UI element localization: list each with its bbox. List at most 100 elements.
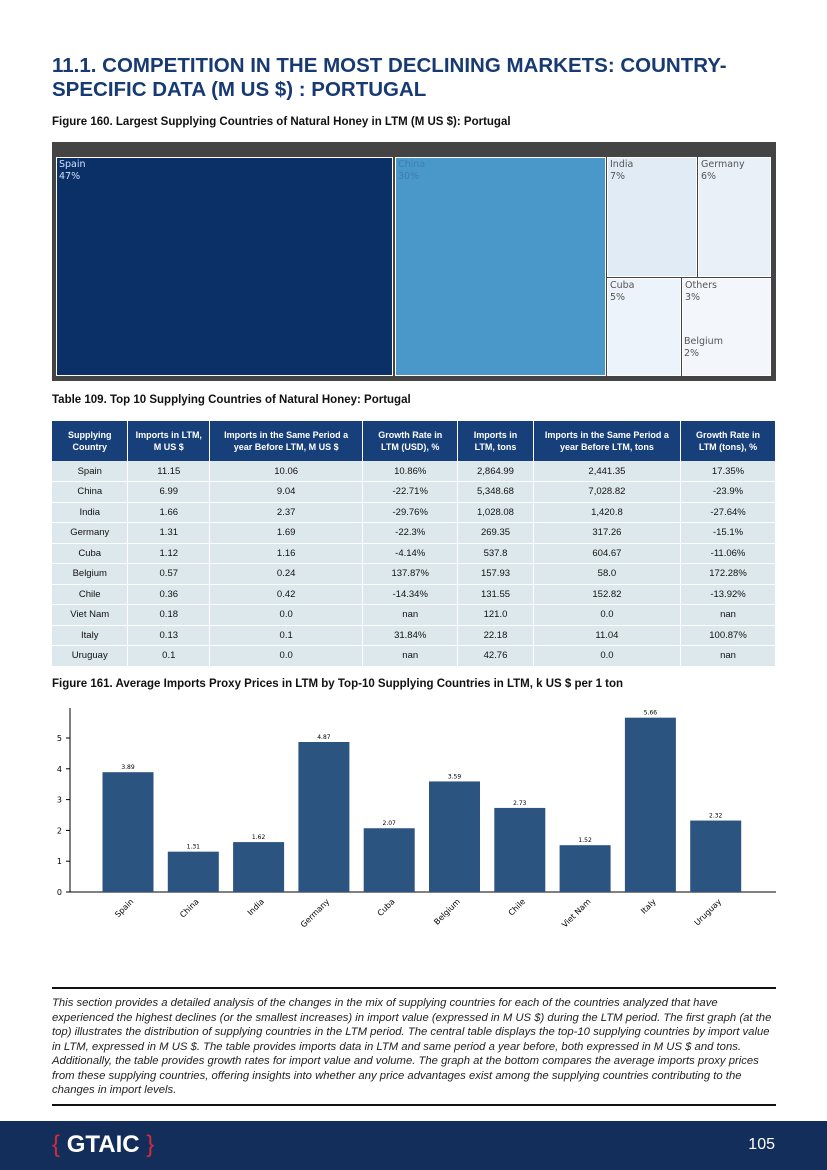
table-cell: 131.55: [457, 584, 534, 605]
x-tick-label: Cuba: [376, 897, 397, 918]
table-cell: 17.35%: [680, 461, 776, 482]
bar-india: [233, 842, 285, 892]
x-tick-label: Belgium: [432, 897, 462, 927]
table-cell: India: [52, 502, 129, 523]
table-cell: 11.04: [533, 625, 682, 646]
column-header: Imports in the Same Period a year Before…: [533, 421, 682, 461]
table-cell: -27.64%: [680, 502, 776, 523]
y-tick-label: 2: [57, 826, 62, 835]
table-cell: 11.15: [127, 461, 211, 482]
data-label: 3.89: [121, 764, 135, 771]
divider: [52, 987, 776, 989]
suppliers-table: Supplying Country Imports in LTM, M US $ I…: [52, 421, 776, 667]
data-label: 2.73: [513, 800, 527, 807]
x-tick-label: China: [178, 897, 201, 920]
treemap-cell-germany: Germany 6%: [698, 157, 771, 277]
table-cell: 2.37: [209, 502, 364, 523]
table-cell: 1,420.8: [533, 502, 682, 523]
table-cell: 1.31: [127, 522, 211, 544]
table-row: China 6.99 9.04 -22.71% 5,348.68 7,028.82 -23.…: [52, 481, 776, 503]
table-cell: 10.86%: [362, 461, 459, 482]
bar-uruguay: [690, 820, 742, 892]
table-cell: -4.14%: [362, 543, 459, 564]
figure-161-caption: Figure 161. Average Imports Proxy Prices…: [52, 678, 624, 690]
column-header: Supplying Country: [52, 421, 129, 461]
page-number: 105: [748, 1136, 775, 1153]
treemap-cell-others: Others 3%: [682, 278, 771, 376]
table-cell: 2,441.35: [533, 461, 682, 482]
column-header: Growth Rate in LTM (USD), %: [362, 421, 459, 461]
table-row: Cuba 1.12 1.16 -4.14% 537.8 604.67 -11.06%: [52, 543, 776, 564]
table-cell: 58.0: [533, 563, 682, 585]
data-label: 2.32: [709, 813, 723, 820]
table-cell: Belgium: [52, 563, 129, 585]
y-tick-label: 3: [57, 796, 62, 805]
table-cell: 42.76: [457, 645, 534, 667]
y-tick-label: 0: [57, 888, 62, 897]
treemap: Spain 47% China 30% India 7% Germany 6% Cuba 5% Ot…: [52, 142, 776, 381]
table-cell: 0.1: [127, 645, 211, 667]
y-tick-label: 4: [57, 765, 62, 774]
table-cell: 0.57: [127, 563, 211, 585]
table-cell: 152.82: [533, 584, 682, 605]
table-cell: 5,348.68: [457, 481, 534, 503]
table-cell: 10.06: [209, 461, 364, 482]
table-cell: 0.42: [209, 584, 364, 605]
table-cell: -14.34%: [362, 584, 459, 605]
table-cell: 0.0: [533, 645, 682, 667]
table-cell: 269.35: [457, 522, 534, 544]
table-cell: nan: [362, 604, 459, 626]
table-cell: Italy: [52, 625, 129, 646]
table-cell: 100.87%: [680, 625, 776, 646]
table-cell: 0.13: [127, 625, 211, 646]
table-cell: 0.0: [209, 604, 364, 626]
table-cell: 6.99: [127, 481, 211, 503]
table-row: India 1.66 2.37 -29.76% 1,028.08 1,420.8 -27.6…: [52, 502, 776, 523]
page-title: 11.1. COMPETITION IN THE MOST DECLINING …: [52, 54, 727, 101]
footer: { GTAIC } 105: [0, 1121, 827, 1170]
table-cell: 1.69: [209, 522, 364, 544]
table-cell: Viet Nam: [52, 604, 129, 626]
bar-cuba: [363, 828, 415, 892]
section-description: This section provides a detailed analysi…: [52, 997, 772, 1096]
table-row: Belgium 0.57 0.24 137.87% 157.93 58.0 172.28%: [52, 563, 776, 585]
proxy-price-bar-chart: 0 1 2 3 4 5 3.89 Spain 1.31 China 1.62 India 4.87 Ger…: [57, 708, 776, 929]
x-tick-label: Italy: [639, 897, 658, 916]
table-cell: 0.36: [127, 584, 211, 605]
table-cell: 317.26: [533, 522, 682, 544]
table-cell: 0.18: [127, 604, 211, 626]
table-cell: -22.71%: [362, 481, 459, 503]
table-cell: Cuba: [52, 543, 129, 564]
data-label: 3.59: [448, 773, 462, 780]
column-header: Imports in LTM, M US $: [127, 421, 211, 461]
table-cell: 157.93: [457, 563, 534, 585]
table-cell: 172.28%: [680, 563, 776, 585]
table-cell: -15.1%: [680, 522, 776, 544]
table-cell: 1,028.08: [457, 502, 534, 523]
table-cell: 1.16: [209, 543, 364, 564]
table-cell: Spain: [52, 461, 129, 482]
table-cell: Chile: [52, 584, 129, 605]
table-cell: 0.24: [209, 563, 364, 585]
table-cell: 537.8: [457, 543, 534, 564]
table-cell: 9.04: [209, 481, 364, 503]
column-header: Imports in the Same Period a year Before…: [209, 421, 364, 461]
table-cell: 1.66: [127, 502, 211, 523]
table-cell: 7,028.82: [533, 481, 682, 503]
data-label: 1.31: [187, 844, 201, 851]
data-label: 1.62: [252, 834, 266, 841]
table-cell: 121.0: [457, 604, 534, 626]
table-cell: nan: [680, 645, 776, 667]
y-tick-label: 5: [57, 734, 62, 743]
table-cell: -13.92%: [680, 584, 776, 605]
table-cell: 31.84%: [362, 625, 459, 646]
table-cell: 0.0: [209, 645, 364, 667]
bar-italy: [624, 717, 676, 892]
x-tick-label: Spain: [113, 897, 135, 919]
table-cell: nan: [680, 604, 776, 626]
table-cell: 604.67: [533, 543, 682, 564]
table-cell: -11.06%: [680, 543, 776, 564]
table-cell: 22.18: [457, 625, 534, 646]
table-cell: 1.12: [127, 543, 211, 564]
treemap-cell-india: India 7%: [607, 157, 697, 277]
